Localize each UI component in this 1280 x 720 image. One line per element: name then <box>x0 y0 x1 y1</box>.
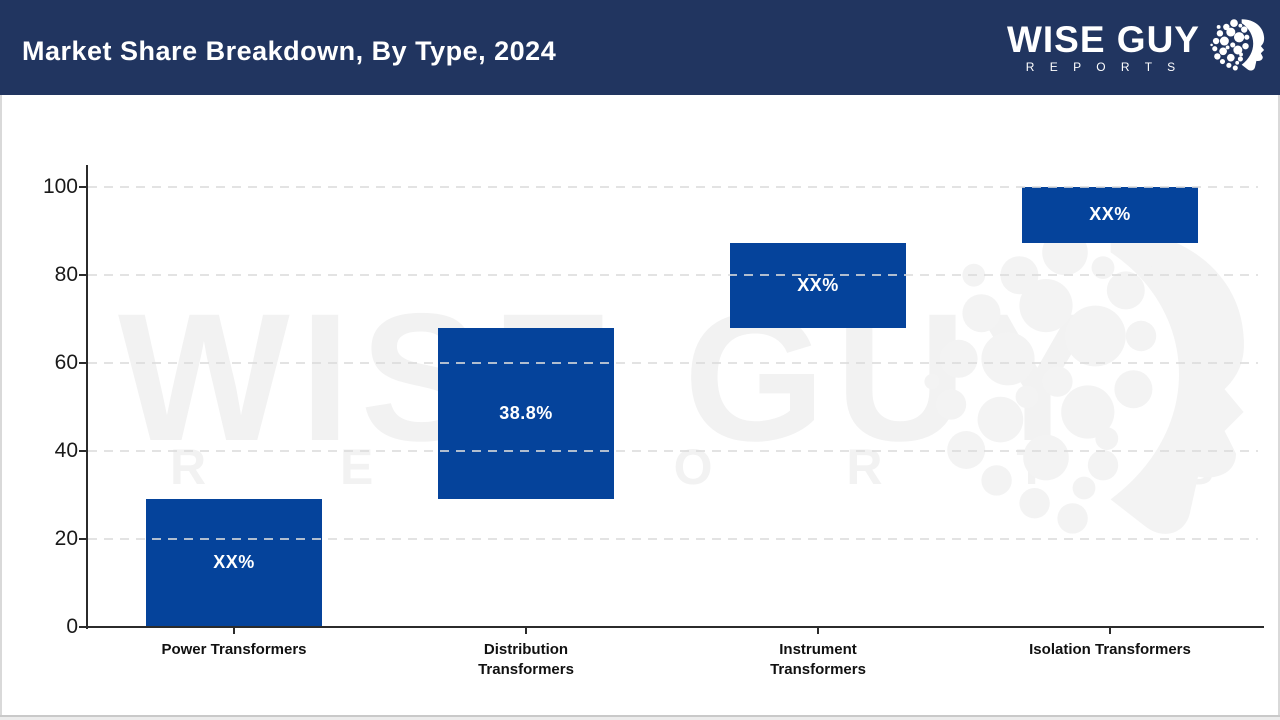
bar-value-label: XX% <box>1089 204 1131 225</box>
x-axis-tick <box>525 628 527 634</box>
y-axis-tick-label: 40 <box>54 439 78 462</box>
gridline <box>88 274 1258 276</box>
x-axis-tick <box>817 628 819 634</box>
brand-head-icon <box>1202 12 1266 88</box>
bar-value-label: XX% <box>797 275 839 296</box>
y-axis-tick-label: 80 <box>54 263 78 286</box>
canvas-left-border <box>0 95 2 720</box>
y-axis-line <box>86 165 88 629</box>
y-axis-tick <box>79 362 86 364</box>
gridline <box>88 362 1258 364</box>
x-axis-category-label: Distribution Transformers <box>478 641 574 678</box>
bar-instrument-transformers: XX% <box>730 242 906 329</box>
y-axis-tick-label: 100 <box>42 175 78 198</box>
gridline <box>88 186 1258 188</box>
bar-value-label: 38.8% <box>499 403 553 424</box>
bar-distribution-transformers: 38.8% <box>438 328 614 499</box>
bar-value-label: XX% <box>213 552 255 573</box>
brand-logo: WISE GUY R E P O R T S <box>1007 6 1266 90</box>
y-axis-tick <box>79 538 86 540</box>
canvas-right-border <box>1278 95 1280 720</box>
y-axis-tick <box>79 450 86 452</box>
brand-logo-text: WISE GUY R E P O R T S <box>1006 19 1200 75</box>
y-axis-tick-label: 60 <box>54 351 78 374</box>
x-axis-line <box>86 626 1264 628</box>
chart-title: Market Share Breakdown, By Type, 2024 <box>22 36 557 66</box>
y-axis-tick-label: 20 <box>54 527 78 550</box>
header-bar: Market Share Breakdown, By Type, 2024 WI… <box>0 0 1280 95</box>
bar-power-transformers: XX% <box>146 498 322 627</box>
x-axis-category-label: Power Transformers <box>161 641 307 658</box>
y-axis-tick <box>79 274 86 276</box>
x-axis-tick <box>1109 628 1111 634</box>
brand-subtitle: R E P O R T S <box>1025 60 1182 74</box>
y-axis-tick <box>79 186 86 188</box>
bar-isolation-transformers: XX% <box>1022 187 1198 243</box>
y-axis-tick-label: 0 <box>66 615 78 638</box>
x-axis-tick <box>233 628 235 634</box>
canvas-bottom-border <box>0 715 1280 720</box>
gridline <box>88 538 1258 540</box>
x-axis-category-label: Instrument Transformers <box>770 641 866 678</box>
gridline <box>88 450 1258 452</box>
x-axis-category-label: Isolation Transformers <box>1029 641 1191 658</box>
brand-name: WISE GUY <box>1006 19 1200 60</box>
y-axis-tick <box>79 626 86 628</box>
